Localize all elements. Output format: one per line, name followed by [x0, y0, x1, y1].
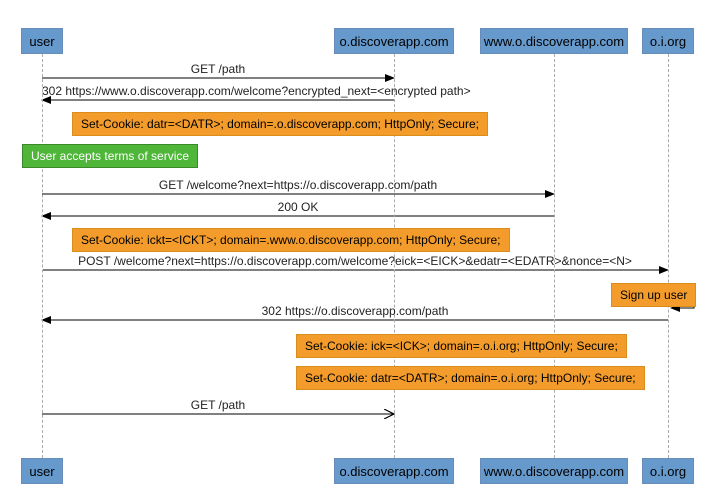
participant-wdisc-top: www.o.discoverapp.com: [480, 28, 628, 54]
participant-oiorg-top: o.i.org: [642, 28, 694, 54]
note-3: Sign up user: [611, 283, 696, 307]
message-2-label: GET /welcome?next=https://o.discoverapp.…: [42, 178, 554, 192]
sequence-diagram: user user o.discoverapp.com o.discoverapp.c…: [0, 0, 728, 500]
message-7-label: GET /path: [42, 398, 394, 412]
note-1: User accepts terms of service: [22, 144, 198, 168]
message-6-label: 302 https://o.discoverapp.com/path: [42, 304, 668, 318]
note-5: Set-Cookie: datr=<DATR>; domain=.o.i.org…: [296, 366, 645, 390]
message-0-label: GET /path: [42, 62, 394, 76]
message-3-label: 200 OK: [42, 200, 554, 214]
message-1-label: 302 https://www.o.discoverapp.com/welcom…: [42, 84, 394, 98]
participant-wdisc-bottom: www.o.discoverapp.com: [480, 458, 628, 484]
lifeline-oiorg: [668, 54, 669, 458]
participant-user-bottom: user: [21, 458, 63, 484]
note-2: Set-Cookie: ickt=<ICKT>; domain=.www.o.d…: [72, 228, 510, 252]
participant-odisc-top: o.discoverapp.com: [334, 28, 454, 54]
note-0: Set-Cookie: datr=<DATR>; domain=.o.disco…: [72, 112, 488, 136]
participant-oiorg-bottom: o.i.org: [642, 458, 694, 484]
participant-user-top: user: [21, 28, 63, 54]
participant-odisc-bottom: o.discoverapp.com: [334, 458, 454, 484]
note-4: Set-Cookie: ick=<ICK>; domain=.o.i.org; …: [296, 334, 627, 358]
message-4-label: POST /welcome?next=https://o.discoverapp…: [42, 254, 668, 268]
